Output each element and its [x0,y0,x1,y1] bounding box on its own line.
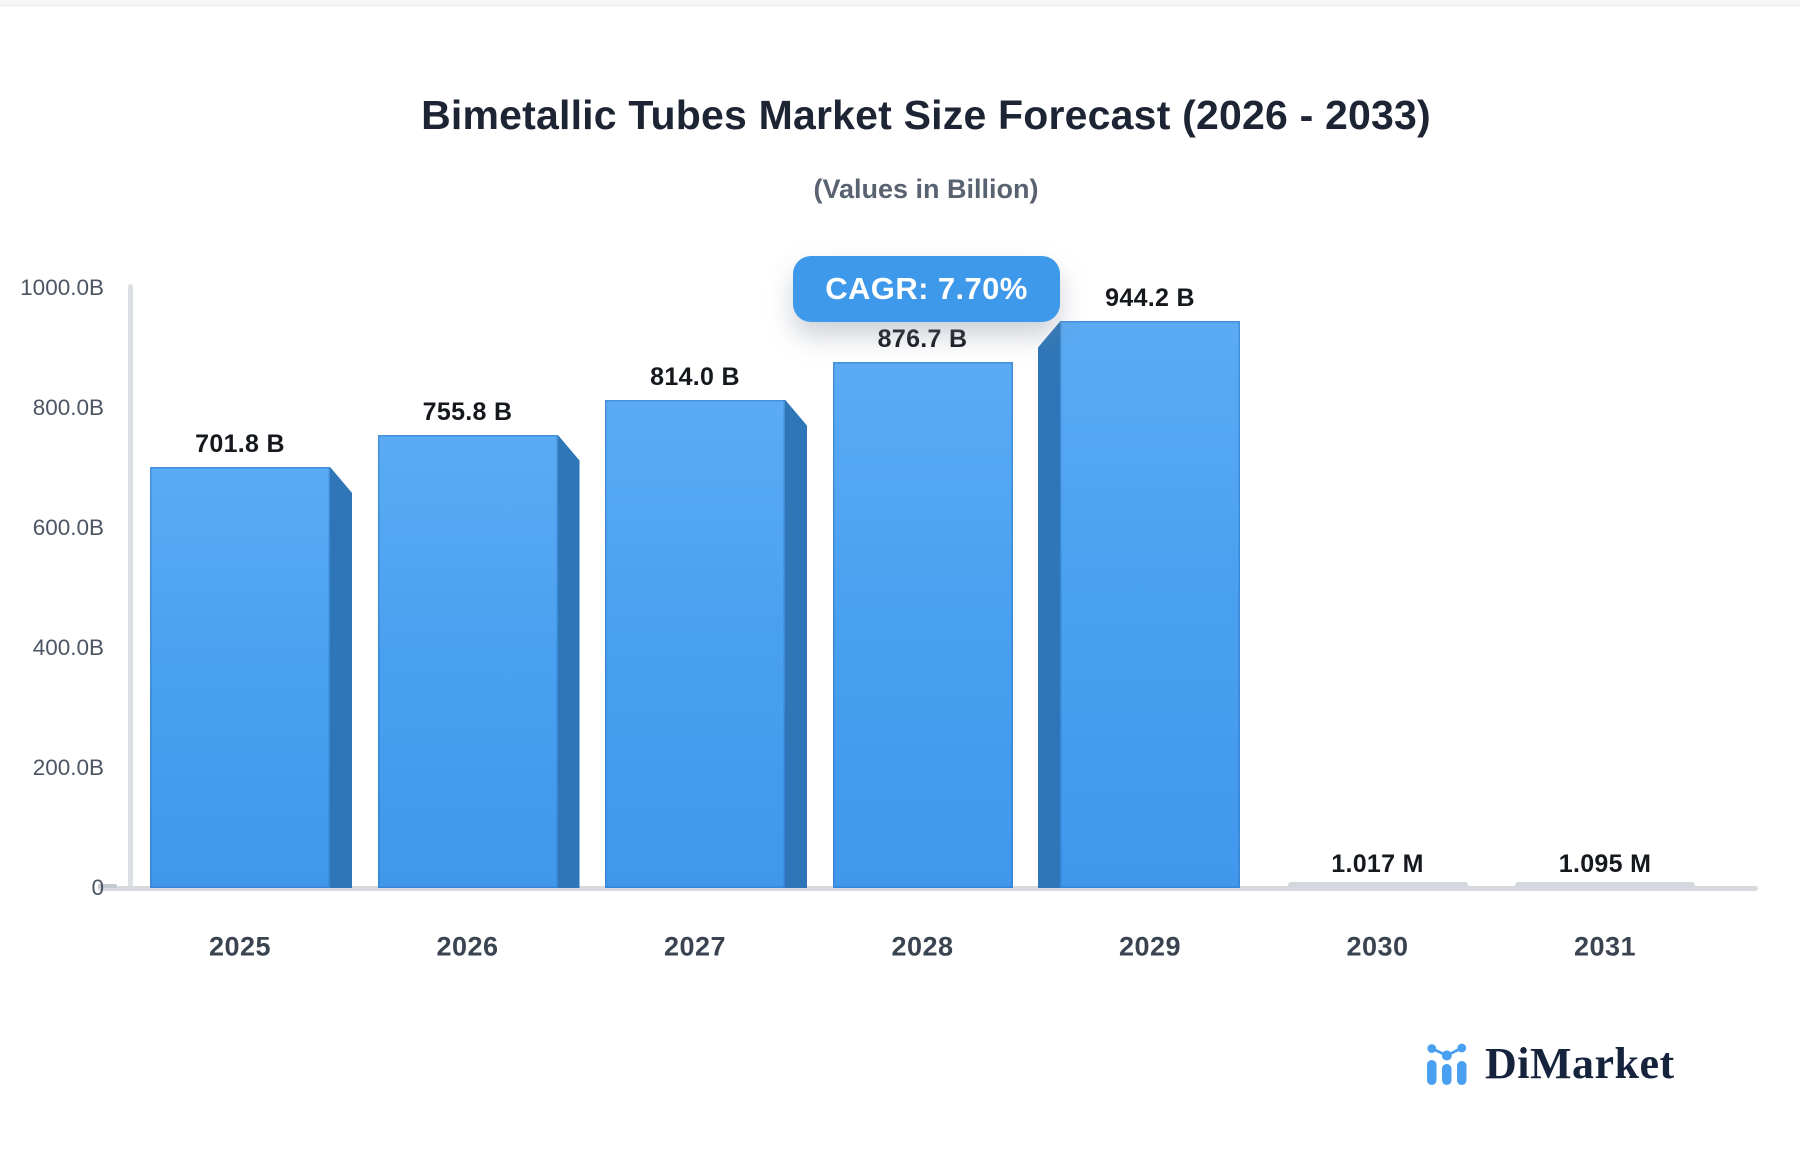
x-axis-label-2027: 2027 [663,931,727,962]
bar-2026 [377,434,558,888]
y-axis-tick-label: 800.0B [32,395,104,420]
zero-tick-mark [98,884,117,888]
bar-2031 [1515,882,1695,888]
x-axis-label-2029: 2029 [1118,931,1182,962]
bar-2027 [605,399,785,888]
value-label-2025: 701.8 B [195,429,285,458]
x-axis-label-2026: 2026 [436,931,499,962]
y-axis-tick-label: 0 [91,875,104,900]
bar-side-face-2027 [785,399,807,888]
bar-side-face-2029 [1038,321,1060,888]
cagr-badge: CAGR: 7.70% [793,256,1060,322]
value-label-2030: 1.017 M [1331,850,1424,878]
cagr-badge-label: CAGR: 7.70% [825,271,1028,306]
bar-2025 [150,466,330,888]
bar-side-face-2025 [330,466,352,888]
y-axis-tick-label: 400.0B [32,635,104,660]
y-axis-tick-label: 1000.0B [20,275,104,300]
x-axis-label-2030: 2030 [1346,931,1409,962]
chart-subtitle: (Values in Billion) [813,174,1039,204]
bar-2030 [1287,882,1468,888]
bar-side-face-2026 [557,434,580,888]
brand-logo: DiMarket [1422,1038,1675,1089]
top-strip [0,0,1800,6]
x-axis-label-2028: 2028 [891,931,954,962]
brand-logo-text: DiMarket [1485,1039,1675,1088]
chart-title: Bimetallic Tubes Market Size Forecast (2… [421,92,1431,138]
value-label-2028: 876.7 B [877,324,968,353]
y-axis-tick-label: 200.0B [32,755,104,780]
bar-2028 [832,361,1013,888]
value-label-2029: 944.2 B [1105,284,1195,313]
value-label-2027: 814.0 B [650,362,740,391]
bar-2029 [1060,321,1240,888]
y-axis-tick-label: 600.0B [32,515,104,540]
x-axis-label-2031: 2031 [1573,931,1637,962]
bar-chart-line-icon [1427,1043,1467,1085]
x-axis-baseline [98,886,1758,891]
value-label-2031: 1.095 M [1558,850,1652,878]
value-label-2026: 755.8 B [422,397,513,426]
x-axis-label-2025: 2025 [208,931,272,962]
y-axis-line [128,284,133,889]
